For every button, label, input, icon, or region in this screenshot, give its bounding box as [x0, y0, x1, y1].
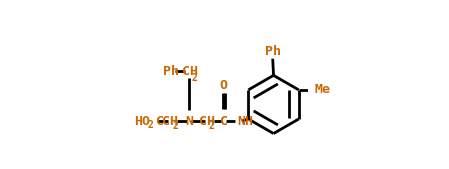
Text: 2: 2: [148, 120, 154, 130]
Text: 2: 2: [192, 73, 198, 83]
Text: NH: NH: [237, 115, 253, 128]
Text: O: O: [220, 79, 228, 92]
Text: CH: CH: [199, 115, 215, 128]
Text: Ph: Ph: [265, 45, 281, 58]
Text: C: C: [156, 115, 164, 128]
Text: CH: CH: [163, 115, 179, 128]
Text: CH: CH: [181, 65, 198, 78]
Text: Me: Me: [314, 83, 330, 96]
Text: HO: HO: [135, 115, 150, 128]
Text: 2: 2: [209, 121, 215, 131]
Text: C: C: [220, 115, 228, 128]
Text: 2: 2: [172, 121, 178, 131]
Text: N: N: [185, 115, 193, 128]
Text: Ph: Ph: [163, 65, 179, 78]
